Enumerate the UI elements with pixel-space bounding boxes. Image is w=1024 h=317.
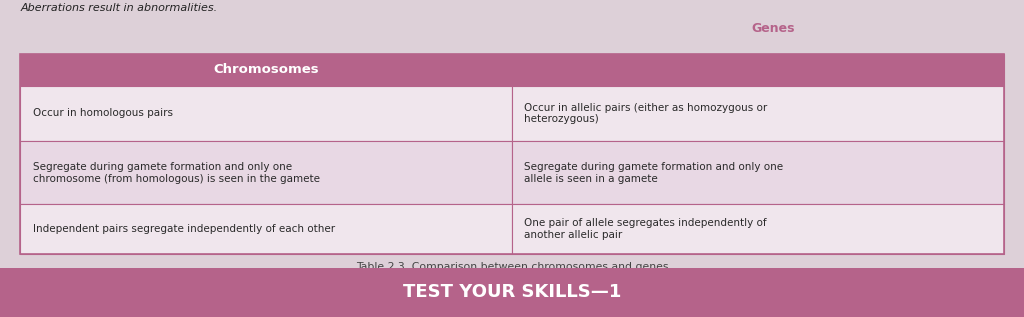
Text: Occur in homologous pairs: Occur in homologous pairs bbox=[33, 108, 173, 118]
FancyBboxPatch shape bbox=[20, 86, 512, 141]
FancyBboxPatch shape bbox=[0, 268, 1024, 317]
FancyBboxPatch shape bbox=[512, 141, 1004, 204]
FancyBboxPatch shape bbox=[20, 204, 512, 254]
Text: Occur in allelic pairs (either as homozygous or
heterozygous): Occur in allelic pairs (either as homozy… bbox=[524, 102, 768, 124]
Text: Table 2.3  Comparison between chromosomes and genes: Table 2.3 Comparison between chromosomes… bbox=[355, 262, 669, 272]
Text: Segregate during gamete formation and only one
allele is seen in a gamete: Segregate during gamete formation and on… bbox=[524, 162, 783, 184]
Text: Genes: Genes bbox=[752, 22, 795, 35]
Text: TEST YOUR SKILLS—1: TEST YOUR SKILLS—1 bbox=[402, 283, 622, 301]
FancyBboxPatch shape bbox=[512, 86, 1004, 141]
FancyBboxPatch shape bbox=[20, 141, 512, 204]
Text: Chromosomes: Chromosomes bbox=[213, 63, 319, 76]
Text: Aberrations result in abnormalities.: Aberrations result in abnormalities. bbox=[20, 3, 218, 13]
FancyBboxPatch shape bbox=[512, 54, 1004, 86]
FancyBboxPatch shape bbox=[20, 54, 512, 86]
Text: One pair of allele segregates independently of
another allelic pair: One pair of allele segregates independen… bbox=[524, 218, 767, 240]
FancyBboxPatch shape bbox=[512, 204, 1004, 254]
Text: Independent pairs segregate independently of each other: Independent pairs segregate independentl… bbox=[33, 224, 335, 234]
Text: Segregate during gamete formation and only one
chromosome (from homologous) is s: Segregate during gamete formation and on… bbox=[33, 162, 319, 184]
